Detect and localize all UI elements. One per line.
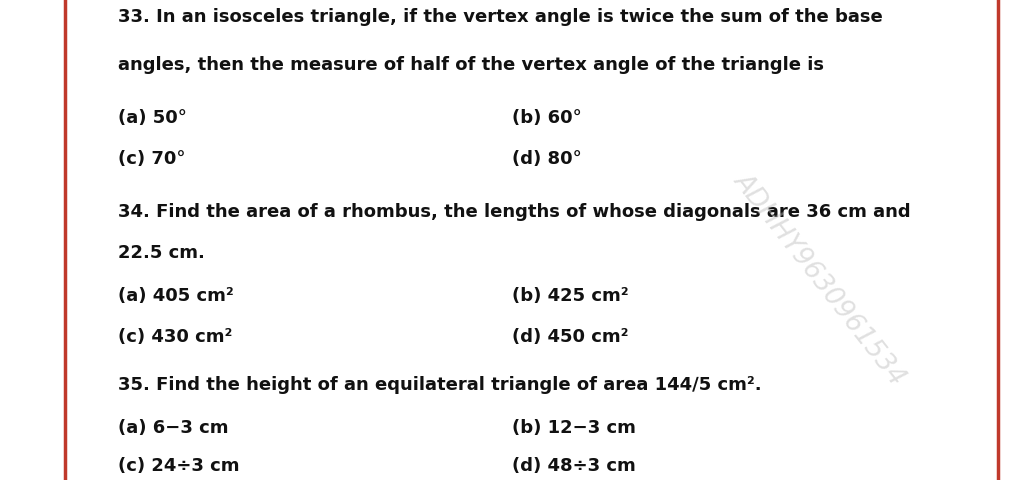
Text: (d) 80°: (d) 80° bbox=[512, 150, 582, 168]
Text: (b) 60°: (b) 60° bbox=[512, 109, 582, 127]
Text: (d) 48÷3 cm: (d) 48÷3 cm bbox=[512, 457, 636, 475]
Text: (c) 430 cm²: (c) 430 cm² bbox=[118, 327, 232, 346]
Text: 33. In an isosceles triangle, if the vertex angle is twice the sum of the base: 33. In an isosceles triangle, if the ver… bbox=[118, 9, 883, 26]
Text: (b) 425 cm²: (b) 425 cm² bbox=[512, 287, 629, 305]
Text: (a) 6−3 cm: (a) 6−3 cm bbox=[118, 419, 228, 437]
Text: (a) 405 cm²: (a) 405 cm² bbox=[118, 287, 233, 305]
Text: 35. Find the height of an equilateral triangle of area 144∕5 cm².: 35. Find the height of an equilateral tr… bbox=[118, 375, 762, 394]
Text: (c) 24÷3 cm: (c) 24÷3 cm bbox=[118, 457, 240, 475]
Text: (d) 450 cm²: (d) 450 cm² bbox=[512, 327, 629, 346]
Text: (a) 50°: (a) 50° bbox=[118, 109, 186, 127]
Text: 22.5 cm.: 22.5 cm. bbox=[118, 244, 205, 262]
Text: ADHHY9630961534: ADHHY9630961534 bbox=[728, 168, 910, 389]
Text: 34. Find the area of a rhombus, the lengths of whose diagonals are 36 cm and: 34. Find the area of a rhombus, the leng… bbox=[118, 203, 910, 221]
Text: angles, then the measure of half of the vertex angle of the triangle is: angles, then the measure of half of the … bbox=[118, 57, 823, 74]
Text: (b) 12−3 cm: (b) 12−3 cm bbox=[512, 419, 636, 437]
Text: (c) 70°: (c) 70° bbox=[118, 150, 185, 168]
